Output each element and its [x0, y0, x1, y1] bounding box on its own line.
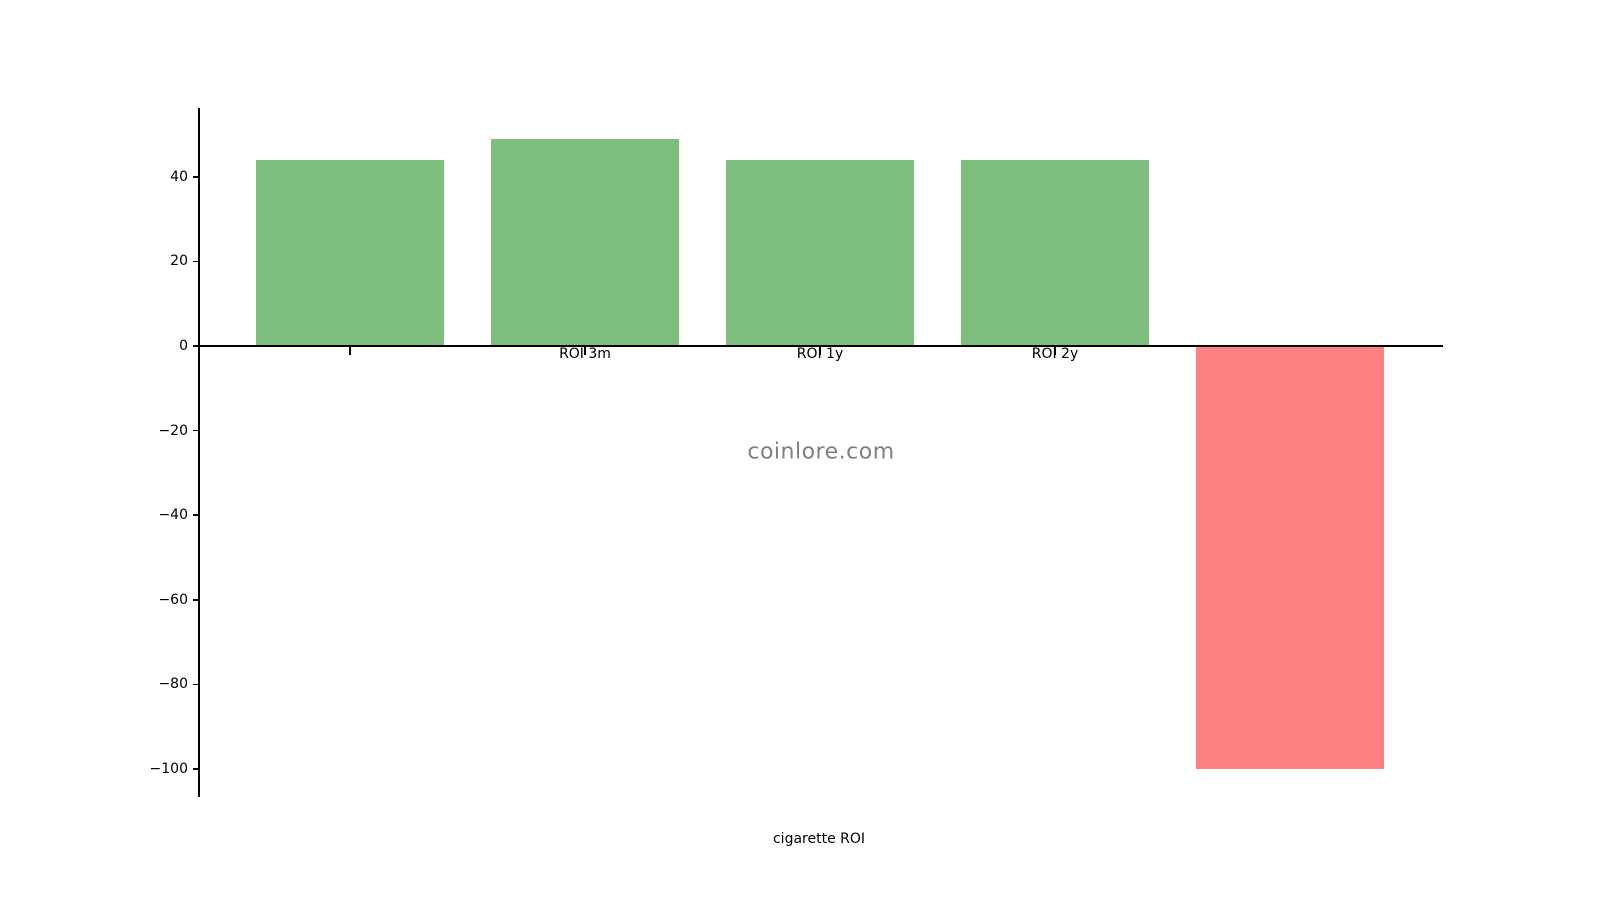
y-tick-mark: [192, 176, 199, 178]
y-tick-label: −40: [158, 507, 188, 524]
y-tick-label: −100: [149, 761, 188, 777]
watermark: coinlore.com: [747, 439, 895, 465]
x-axis-line: [198, 345, 1443, 347]
x-tick-mark: [1054, 346, 1056, 355]
x-tick-mark: [819, 346, 821, 355]
y-tick-mark: [192, 429, 199, 432]
bar: [961, 159, 1149, 346]
y-tick-mark: [192, 599, 199, 601]
y-tick-label: 40: [170, 168, 188, 185]
y-tick-label: 20: [170, 253, 188, 270]
y-tick-mark: [192, 768, 199, 770]
x-tick-label: ROI 1y: [796, 346, 844, 362]
x-tick-label: ROI 2y: [1031, 346, 1079, 362]
x-tick-mark: [349, 346, 351, 355]
bar: [726, 159, 914, 346]
bar: [491, 138, 679, 346]
x-tick-mark: [584, 346, 586, 355]
x-tick-label: ROI 3m: [559, 346, 611, 362]
y-tick-label: −20: [158, 422, 188, 439]
y-tick-mark: [192, 683, 199, 686]
bar: [256, 159, 444, 346]
bar: [1196, 346, 1384, 769]
y-tick-label: −60: [158, 591, 188, 608]
x-axis-title: cigarette ROI: [772, 831, 866, 847]
y-tick-label: 0: [179, 338, 188, 354]
y-tick-mark: [192, 260, 199, 263]
y-tick-mark: [192, 514, 199, 516]
y-axis-line: [198, 108, 200, 797]
y-tick-label: −80: [158, 676, 188, 693]
y-tick-mark: [192, 345, 199, 347]
